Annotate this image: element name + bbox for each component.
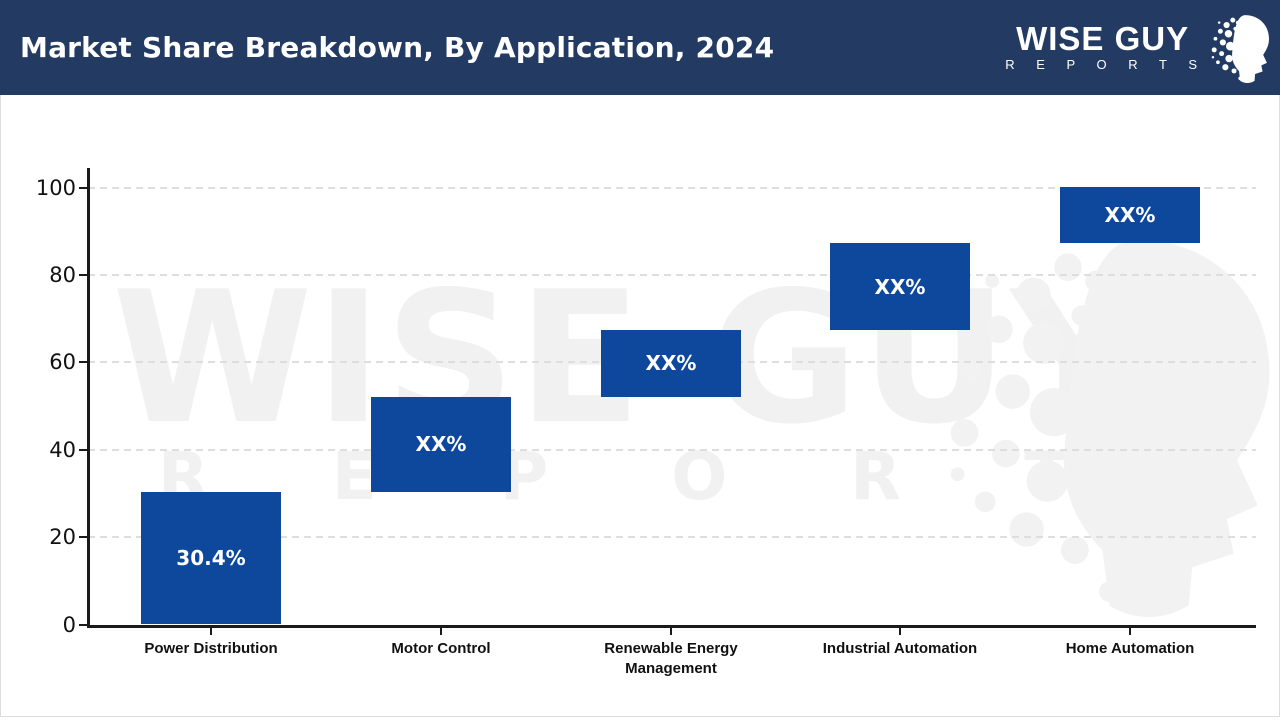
category-label-industrial-automation: Industrial Automation (822, 640, 978, 657)
y-tick-label-0: 0 (62, 612, 76, 637)
bar-renewable-energy-management (601, 329, 741, 397)
bar-industrial-automation (830, 243, 970, 330)
x-tick-motor-control (440, 627, 442, 635)
bar-home-automation (1060, 187, 1200, 244)
category-label-motor-control: Motor Control (391, 640, 491, 657)
wise-guy-head-icon (1208, 11, 1270, 85)
x-tick-power-distribution (210, 627, 212, 635)
wise-guy-logo: WISE GUY R E P O R T S (999, 11, 1280, 85)
bar-label-home-automation: XX% (1104, 203, 1156, 228)
page-title: Market Share Breakdown, By Application, … (20, 31, 775, 64)
gridline-80 (88, 273, 1256, 276)
y-tick-label-60: 60 (49, 350, 76, 375)
bar-label-industrial-automation: XX% (874, 274, 926, 299)
y-tick-100 (79, 186, 88, 189)
y-tick-label-20: 20 (49, 525, 76, 550)
y-tick-60 (79, 361, 88, 364)
y-tick-80 (79, 273, 88, 276)
header-band: Market Share Breakdown, By Application, … (0, 0, 1280, 95)
bar-motor-control (371, 396, 511, 492)
x-axis-line (87, 624, 1256, 628)
x-tick-industrial-automation (899, 627, 901, 635)
y-tick-label-80: 80 (49, 262, 76, 287)
logo-wordmark: WISE GUY (1016, 20, 1190, 57)
y-axis-line (87, 168, 90, 628)
watermark-head-icon (930, 225, 1275, 620)
logo-subtext: R E P O R T S (1005, 57, 1206, 72)
gridline-100 (88, 186, 1256, 189)
bar-label-power-distribution: 30.4% (176, 546, 246, 571)
y-tick-40 (79, 448, 88, 451)
bar-label-motor-control: XX% (415, 432, 467, 457)
category-label-renewable-energy-management: Renewable Energy Management (604, 640, 738, 677)
gridline-20 (88, 536, 1256, 539)
gridline-40 (88, 448, 1256, 451)
y-tick-label-100: 100 (35, 175, 76, 200)
y-tick-label-40: 40 (49, 437, 76, 462)
category-label-home-automation: Home Automation (1065, 640, 1195, 657)
x-tick-renewable-energy-management (670, 627, 672, 635)
x-tick-home-automation (1129, 627, 1131, 635)
y-tick-0 (79, 623, 88, 626)
y-tick-20 (79, 536, 88, 539)
category-label-power-distribution: Power Distribution (144, 640, 278, 657)
bar-label-renewable-energy-management: XX% (645, 351, 697, 376)
bar-power-distribution (141, 491, 281, 625)
